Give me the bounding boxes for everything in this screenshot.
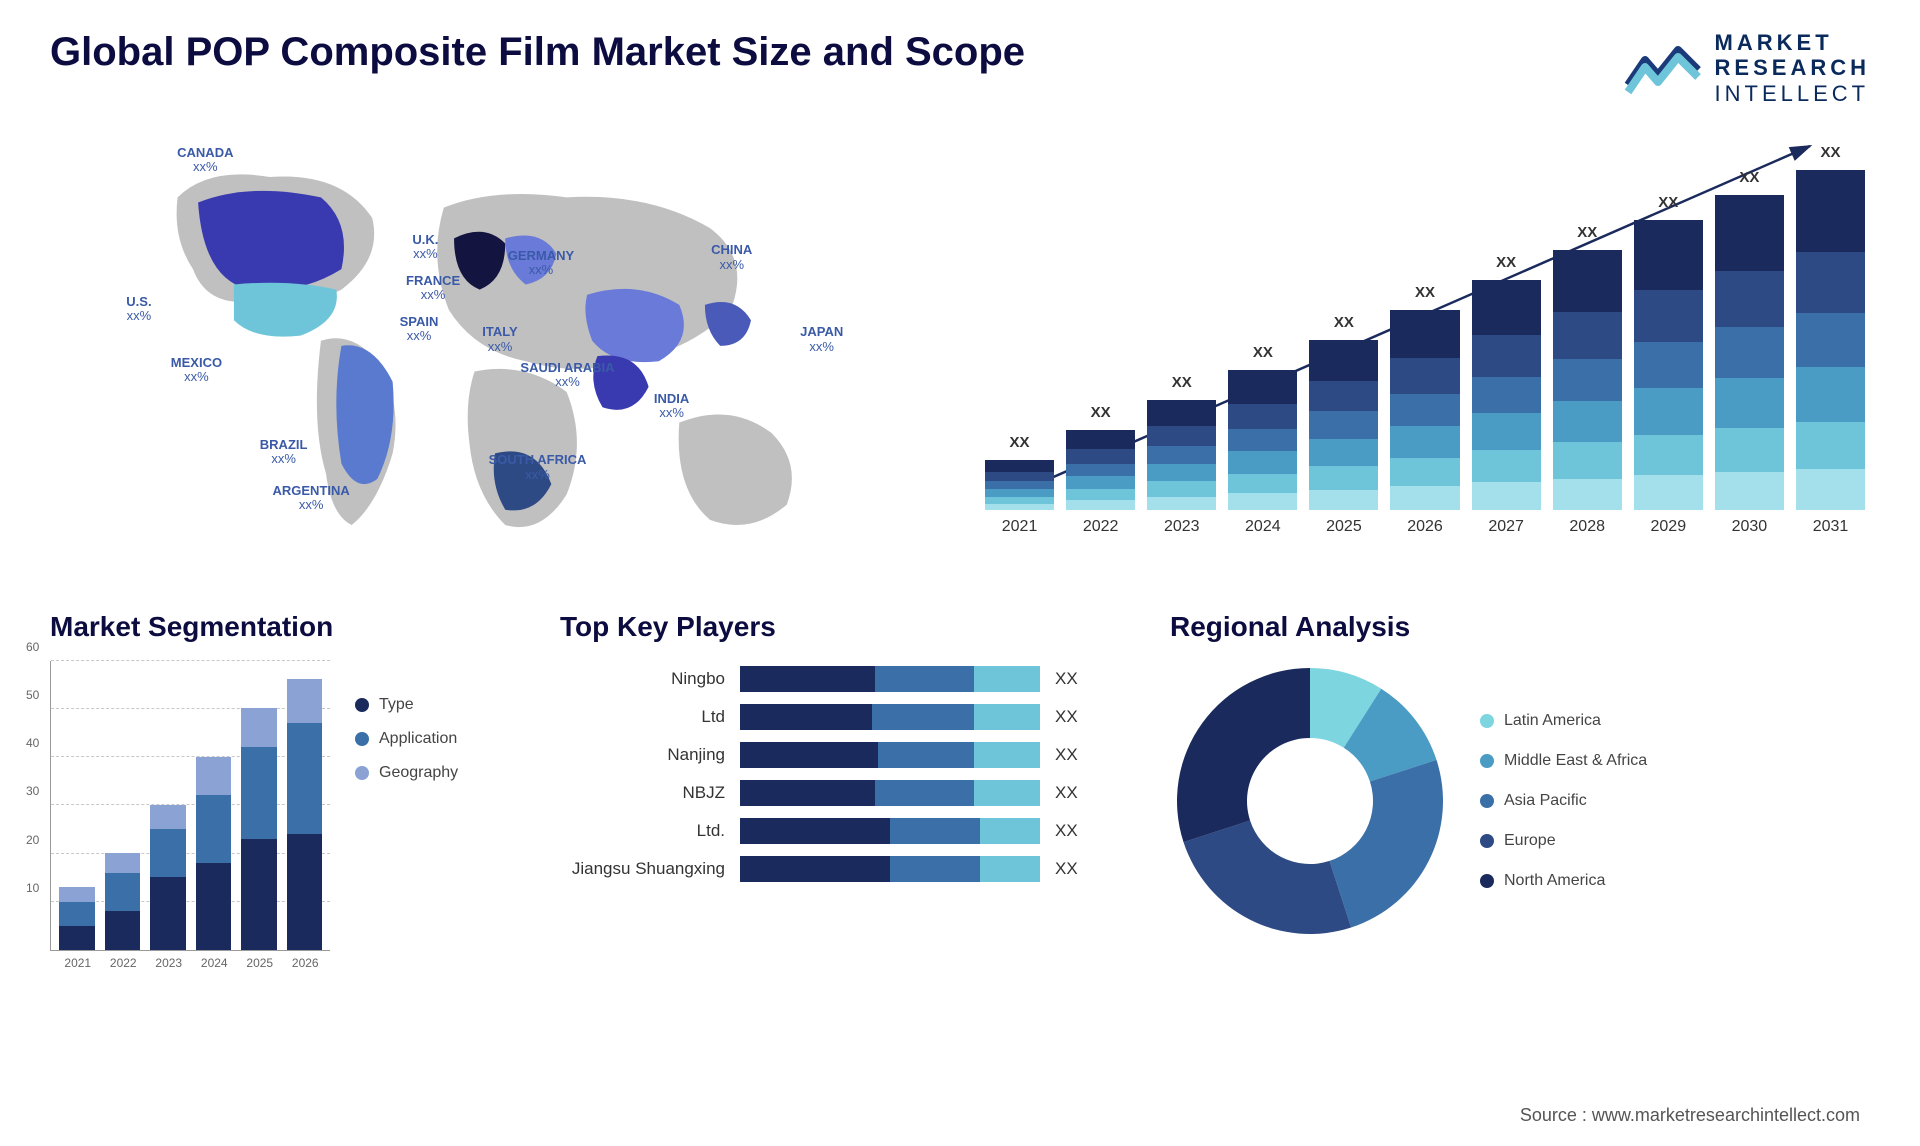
seg-bar-2024 (196, 757, 232, 950)
topchart-bar-2025: 2025 (1309, 340, 1378, 536)
kp-row-jiangsushuangxing: Jiangsu ShuangxingXX (560, 856, 1120, 882)
logo: MARKET RESEARCH INTELLECT (1623, 30, 1870, 106)
seg-legend-type: Type (355, 696, 458, 714)
map-label-italy: ITALYxx% (482, 325, 517, 354)
kp-row-ltd: Ltd.XX (560, 818, 1120, 844)
map-label-argentina: ARGENTINAxx% (273, 484, 350, 513)
topchart-bar-2027: 2027 (1472, 280, 1541, 536)
map-label-japan: JAPANxx% (800, 325, 843, 354)
kp-row-ltd: LtdXX (560, 704, 1120, 730)
top-bar-chart: 2021202220232024202520262027202820292030… (980, 136, 1870, 566)
topchart-bar-2026: 2026 (1390, 310, 1459, 536)
map-label-uk: U.K.xx% (412, 233, 438, 262)
source-text: Source : www.marketresearchintellect.com (1520, 1105, 1860, 1126)
map-label-india: INDIAxx% (654, 392, 689, 421)
regional-donut-chart (1170, 661, 1450, 941)
map-label-mexico: MEXICOxx% (171, 356, 222, 385)
map-label-southafrica: SOUTH AFRICAxx% (489, 453, 587, 482)
topchart-bar-2031: 2031 (1796, 170, 1865, 536)
kp-row-nbjz: NBJZXX (560, 780, 1120, 806)
seg-bar-2026 (287, 679, 323, 950)
segmentation-chart: 102030405060202120222023202420252026 (50, 661, 330, 951)
topchart-bar-2028: 2028 (1553, 250, 1622, 536)
kp-row-ningbo: NingboXX (560, 666, 1120, 692)
map-label-germany: GERMANYxx% (508, 249, 574, 278)
map-label-china: CHINAxx% (711, 243, 752, 272)
regional-panel: Regional Analysis Latin America Middle Ea… (1170, 611, 1870, 991)
reg-legend-middleeastafrica: Middle East & Africa (1480, 752, 1647, 770)
header: Global POP Composite Film Market Size an… (50, 30, 1870, 106)
top-section: CANADAxx% U.S.xx% MEXICOxx% BRAZILxx% ARGENT… (50, 136, 1870, 566)
map-label-canada: CANADAxx% (177, 146, 233, 175)
kp-row-nanjing: NanjingXX (560, 742, 1120, 768)
map-label-france: FRANCExx% (406, 274, 460, 303)
seg-bar-2023 (150, 805, 186, 950)
seg-bar-2022 (105, 853, 141, 950)
seg-bar-2025 (241, 708, 277, 950)
map-label-brazil: BRAZILxx% (260, 438, 308, 467)
logo-icon (1623, 40, 1703, 95)
topchart-bar-2024: 2024 (1228, 370, 1297, 536)
donut-slice-europe (1184, 820, 1352, 934)
topchart-bar-2023: 2023 (1147, 400, 1216, 536)
topchart-bar-2021: 2021 (985, 460, 1054, 536)
topchart-bar-2029: 2029 (1634, 220, 1703, 536)
topchart-bar-2030: 2030 (1715, 195, 1784, 536)
topchart-bar-2022: 2022 (1066, 430, 1135, 536)
reg-legend-europe: Europe (1480, 832, 1647, 850)
page-title: Global POP Composite Film Market Size an… (50, 30, 1025, 75)
donut-slice-northamerica (1177, 668, 1310, 842)
regional-legend: Latin America Middle East & Africa Asia Pa… (1480, 712, 1647, 890)
segmentation-title: Market Segmentation (50, 611, 510, 643)
reg-legend-latinamerica: Latin America (1480, 712, 1647, 730)
segmentation-legend: Type Application Geography (355, 661, 458, 951)
map-label-spain: SPAINxx% (400, 315, 439, 344)
donut-slice-asiapacific (1329, 760, 1443, 928)
seg-legend-application: Application (355, 730, 458, 748)
world-map: CANADAxx% U.S.xx% MEXICOxx% BRAZILxx% ARGENT… (50, 136, 940, 566)
seg-legend-geography: Geography (355, 764, 458, 782)
bottom-section: Market Segmentation 10203040506020212022… (50, 611, 1870, 991)
map-label-us: U.S.xx% (126, 295, 151, 324)
keyplayers-chart: NingboXX LtdXX NanjingXX NBJZXX Ltd.XX Jiangs… (560, 661, 1120, 882)
logo-text: MARKET RESEARCH INTELLECT (1715, 30, 1870, 106)
reg-legend-northamerica: North America (1480, 872, 1647, 890)
map-label-saudiarabia: SAUDI ARABIAxx% (520, 361, 614, 390)
seg-bar-2021 (59, 887, 95, 950)
keyplayers-panel: Top Key Players NingboXX LtdXX NanjingXX NB… (560, 611, 1120, 991)
reg-legend-asiapacific: Asia Pacific (1480, 792, 1647, 810)
keyplayers-title: Top Key Players (560, 611, 1120, 643)
segmentation-panel: Market Segmentation 10203040506020212022… (50, 611, 510, 991)
regional-title: Regional Analysis (1170, 611, 1870, 643)
